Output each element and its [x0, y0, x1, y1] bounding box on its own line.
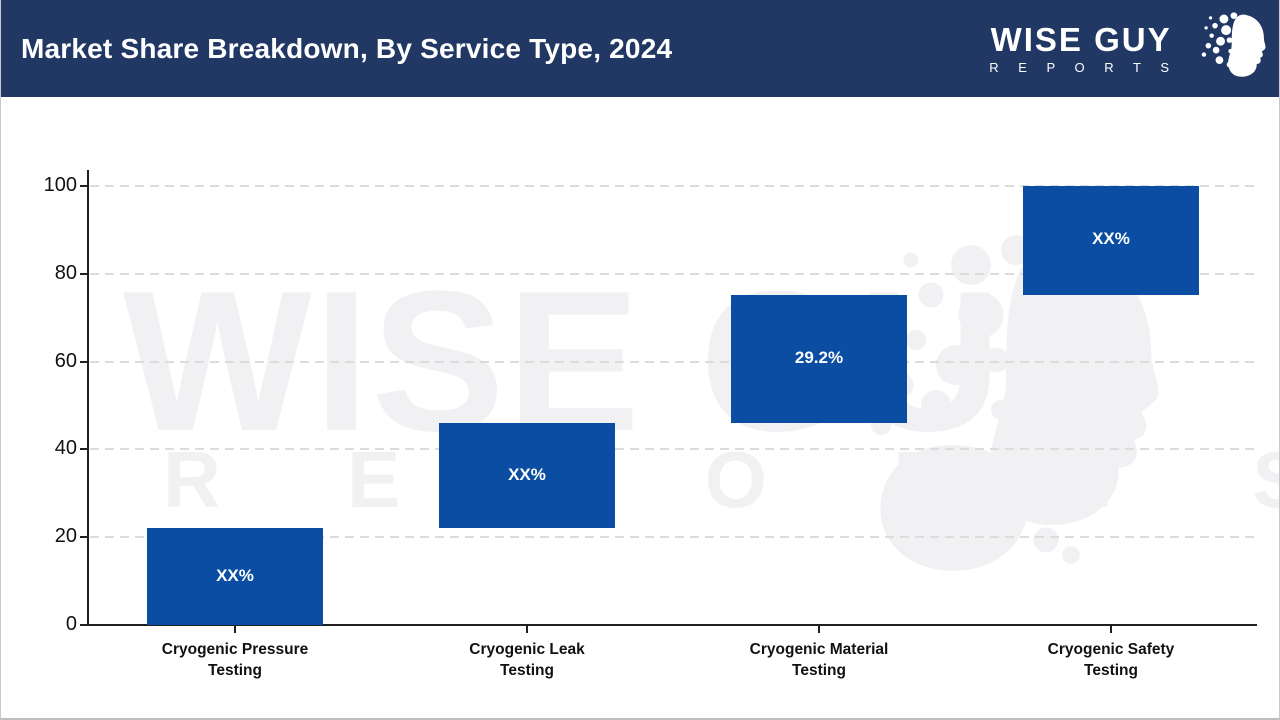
y-tick-label: 20	[54, 525, 77, 548]
brand-subtitle: R E P O R T S	[989, 59, 1177, 75]
gridline-20	[90, 536, 1257, 539]
y-tick-label: 100	[43, 174, 77, 196]
brand-logo-text: WISE GUY R E P O R T S	[985, 23, 1177, 75]
bar-value-label: XX%	[1092, 229, 1130, 249]
brand-logo: WISE GUY R E P O R T S	[985, 9, 1271, 89]
y-tick-mark	[80, 536, 89, 539]
x-tick-mark	[1110, 626, 1112, 633]
y-tick-mark	[80, 185, 89, 187]
brand-face-icon	[1201, 11, 1266, 77]
y-tick-label: 0	[65, 613, 77, 635]
gridline-60	[90, 360, 1257, 363]
y-tick-mark	[80, 448, 89, 451]
bar-segment	[1023, 186, 1199, 295]
y-tick-label: 80	[54, 261, 77, 284]
x-axis	[87, 624, 1257, 626]
x-category-label: Cryogenic Leak Testing	[469, 641, 585, 679]
brand-name: WISE GUY	[990, 20, 1172, 58]
x-category-label: Cryogenic Safety Testing	[1047, 641, 1175, 679]
bar-value-label: XX%	[508, 464, 546, 484]
gridline-80	[90, 272, 1257, 275]
y-tick-label: 60	[54, 349, 77, 372]
x-tick-mark	[234, 626, 236, 633]
x-tick-mark	[818, 626, 820, 633]
y-tick-mark	[80, 360, 89, 363]
x-category-label: Cryogenic Material Testing	[749, 641, 889, 679]
bar-segment	[147, 528, 323, 625]
gridline-40	[90, 448, 1257, 451]
y-tick-mark	[80, 272, 89, 275]
y-tick-mark	[80, 624, 89, 626]
y-tick-label: 40	[54, 437, 77, 460]
bar-value-label: 29.2%	[794, 347, 844, 367]
x-tick-mark	[526, 626, 528, 633]
x-category-label: Cryogenic Pressure Testing	[161, 641, 309, 679]
gridline-100	[90, 185, 1257, 187]
bar-segment	[731, 294, 907, 424]
page-title: Market Share Breakdown, By Service Type,…	[21, 32, 673, 64]
bar-segment	[439, 423, 615, 529]
header-bar: Market Share Breakdown, By Service Type,…	[1, 0, 1279, 97]
y-axis	[87, 170, 89, 626]
bar-value-label: XX%	[216, 565, 254, 585]
